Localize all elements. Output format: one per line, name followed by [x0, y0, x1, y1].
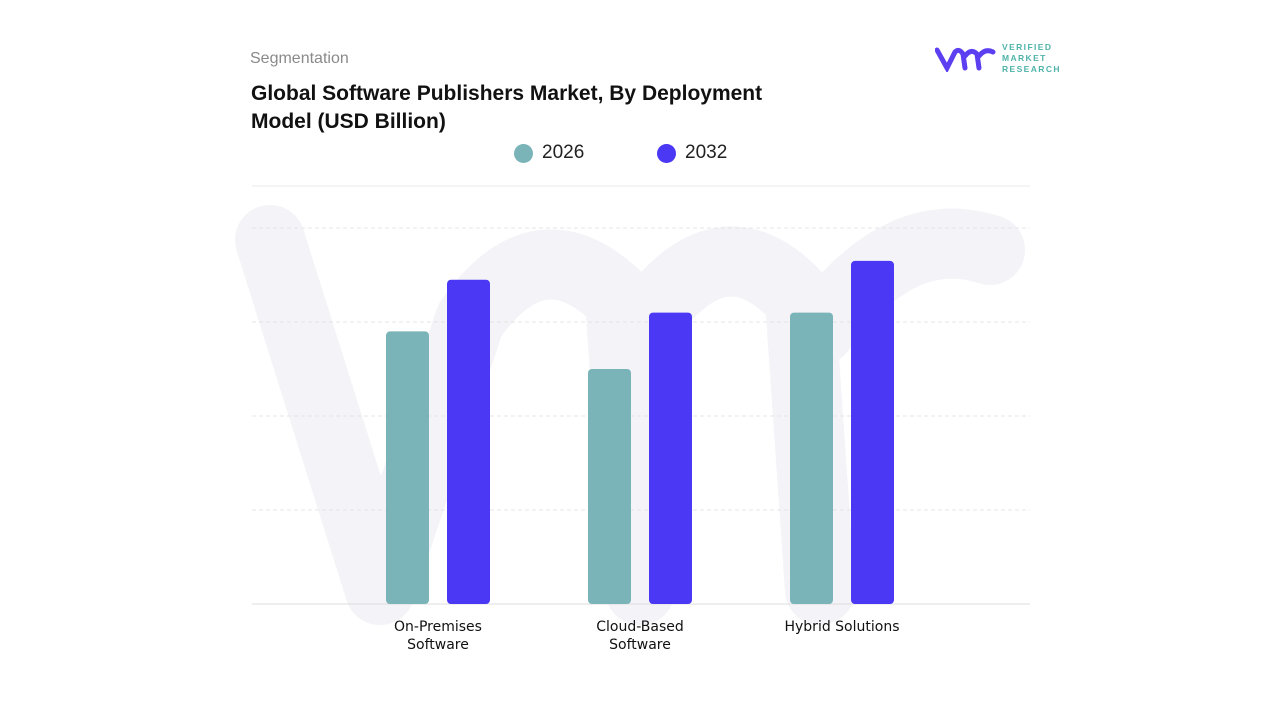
legend-item-2032: 2032: [657, 142, 727, 164]
legend-label: 2026: [542, 142, 585, 163]
logo-text: VERIFIED: [1002, 42, 1053, 52]
section-label: Segmentation: [250, 50, 349, 67]
bar-2032-0: [447, 279, 490, 604]
bar-2032-1: [649, 312, 692, 604]
bar-2026-1: [588, 369, 631, 604]
x-tick-label-line: Software: [407, 637, 469, 653]
logo-text: MARKET: [1002, 53, 1047, 63]
bar-2032-2: [851, 260, 894, 604]
vmr-logo: VERIFIED MARKET RESEARCH: [935, 42, 1061, 75]
vmr-logo-icon: [935, 47, 996, 72]
legend-swatch: [514, 143, 533, 163]
x-tick-label: Hybrid Solutions: [762, 618, 922, 636]
bar-2026-0: [386, 331, 429, 604]
x-tick-label-line: Hybrid Solutions: [784, 619, 900, 635]
x-tick-label-line: Software: [609, 637, 671, 653]
bar-2026-2: [790, 312, 833, 604]
x-tick-label: On-Premises Software: [358, 618, 518, 654]
chart-title: Global Software Publishers Market, By De…: [251, 82, 763, 133]
legend-label: 2032: [685, 142, 728, 163]
legend-item-2026: 2026: [514, 142, 584, 164]
legend-swatch: [657, 143, 676, 163]
x-tick-label-line: On-Premises: [394, 619, 482, 635]
x-tick-label-line: Cloud-Based: [596, 619, 684, 635]
logo-text: RESEARCH: [1002, 64, 1061, 74]
x-tick-label: Cloud-Based Software: [560, 618, 720, 654]
